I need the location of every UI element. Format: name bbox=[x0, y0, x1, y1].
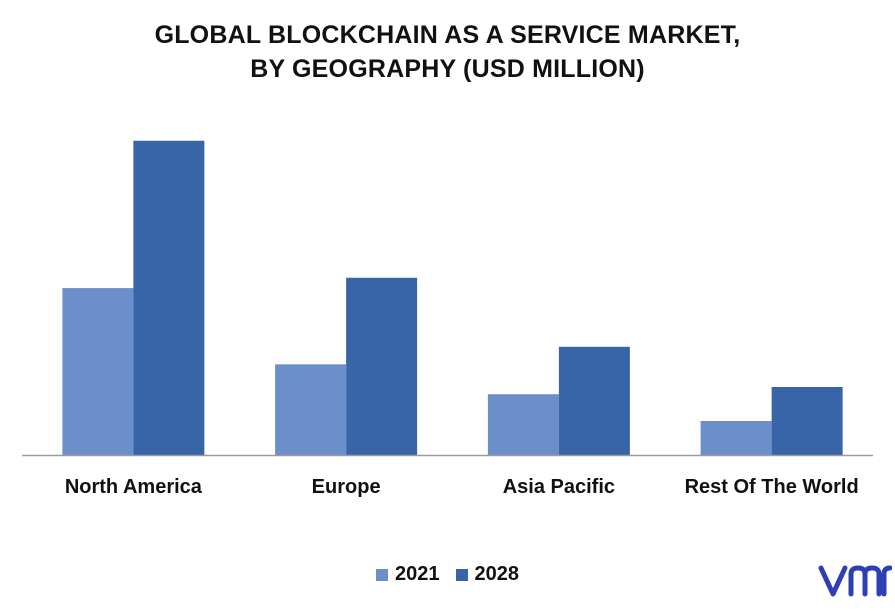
bar-2028-rest-of-the-world bbox=[771, 387, 843, 455]
category-labels: North America Europe Asia Pacific Rest Of T… bbox=[65, 476, 859, 498]
category-label-rest-of-the-world: Rest Of The World bbox=[685, 476, 859, 498]
category-label-asia-pacific: Asia Pacific bbox=[503, 476, 615, 498]
legend-item-2021: 2021 bbox=[376, 563, 440, 586]
category-label-europe: Europe bbox=[312, 476, 381, 498]
bar-2028-asia-pacific bbox=[558, 346, 630, 455]
legend-label-2021: 2021 bbox=[395, 563, 440, 585]
chart-title: GLOBAL BLOCKCHAIN AS A SERVICE MARKET, B… bbox=[0, 18, 895, 86]
chart-title-line-1: GLOBAL BLOCKCHAIN AS A SERVICE MARKET, bbox=[154, 21, 741, 49]
bar-2021-north-america bbox=[62, 288, 134, 455]
category-label-north-america: North America bbox=[65, 476, 203, 498]
legend-label-2028: 2028 bbox=[474, 563, 520, 585]
bar-2021-asia-pacific bbox=[487, 394, 559, 455]
bar-2028-europe bbox=[346, 277, 418, 455]
legend: 2021 2028 bbox=[0, 563, 895, 586]
bar-2021-europe bbox=[275, 364, 347, 455]
legend-item-2028: 2028 bbox=[455, 563, 520, 586]
bar-2028-north-america bbox=[133, 140, 205, 455]
chart-title-line-2: BY GEOGRAPHY (USD MILLION) bbox=[250, 55, 645, 83]
bars-group bbox=[62, 140, 843, 455]
bar-2021-rest-of-the-world bbox=[700, 421, 772, 455]
legend-swatch-2021 bbox=[376, 568, 388, 581]
vmr-logo-icon bbox=[818, 565, 892, 597]
legend-swatch-2028 bbox=[455, 568, 468, 581]
